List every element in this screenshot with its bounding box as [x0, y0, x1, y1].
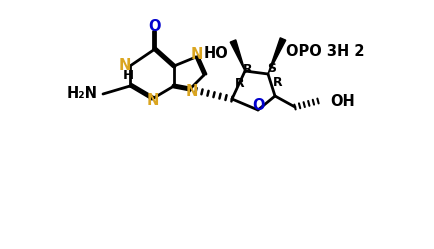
Text: N: N: [191, 47, 203, 62]
Text: R: R: [273, 75, 282, 88]
Polygon shape: [230, 40, 244, 71]
Text: N: N: [118, 58, 131, 72]
Text: OH: OH: [329, 94, 354, 109]
Text: H₂N: H₂N: [67, 85, 98, 101]
Polygon shape: [267, 38, 285, 74]
Text: N: N: [185, 83, 198, 99]
Text: S: S: [267, 62, 276, 74]
Text: O: O: [252, 98, 265, 113]
Text: HO: HO: [203, 46, 227, 61]
Text: R: R: [243, 62, 252, 75]
Text: N: N: [146, 92, 159, 108]
Text: R: R: [235, 76, 244, 89]
Text: O: O: [148, 18, 161, 34]
Text: H: H: [122, 68, 133, 81]
Text: OPO 3H 2: OPO 3H 2: [285, 44, 364, 59]
